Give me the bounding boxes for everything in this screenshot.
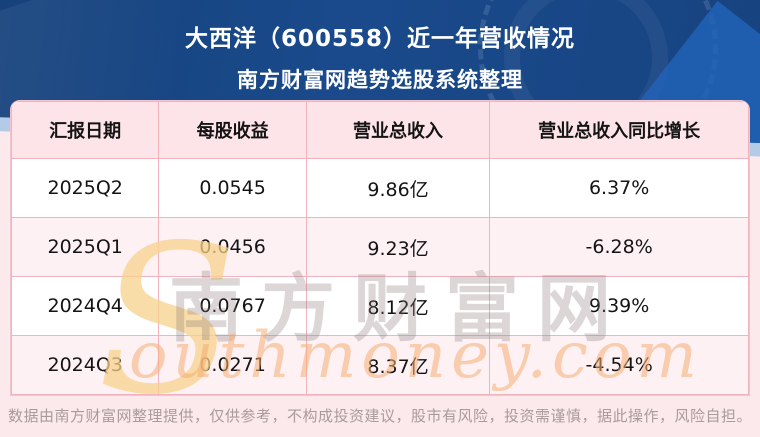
cell-yoy: 9.39%	[489, 276, 749, 336]
table-row: 2024Q3 0.0271 8.37亿 -4.54%	[11, 335, 749, 395]
revenue-table-card: 汇报日期 每股收益 营业总收入 营业总收入同比增长 2025Q2 0.0545 …	[10, 100, 750, 396]
table-header-row: 汇报日期 每股收益 营业总收入 营业总收入同比增长	[11, 101, 749, 159]
cell-yoy: -6.28%	[489, 217, 749, 277]
cell-revenue: 8.37亿	[305, 335, 491, 395]
cell-revenue: 8.12亿	[305, 276, 491, 336]
revenue-table: 汇报日期 每股收益 营业总收入 营业总收入同比增长 2025Q2 0.0545 …	[11, 101, 749, 395]
cell-eps: 0.0545	[158, 158, 307, 218]
cell-period: 2024Q4	[11, 276, 160, 336]
cell-eps: 0.0271	[158, 335, 307, 395]
column-header-yoy-growth: 营业总收入同比增长	[489, 101, 749, 159]
column-header-eps: 每股收益	[158, 101, 307, 159]
cell-period: 2025Q2	[11, 158, 160, 218]
column-header-total-revenue: 营业总收入	[305, 101, 491, 159]
cell-yoy: 6.37%	[489, 158, 749, 218]
cell-period: 2024Q3	[11, 335, 160, 395]
footer-disclaimer: 数据由南方财富网整理提供，仅供参考，不构成投资建议，股市有风险，投资需谨慎，据此…	[7, 406, 752, 425]
page-title: 大西洋（600558）近一年营收情况	[184, 26, 576, 52]
table-row: 2025Q1 0.0456 9.23亿 -6.28%	[11, 217, 749, 277]
cell-yoy: -4.54%	[489, 335, 749, 395]
banner-text: 大西洋（600558）近一年营收情况 南方财富网趋势选股系统整理	[0, 0, 760, 94]
page-subtitle: 南方财富网趋势选股系统整理	[237, 68, 523, 92]
column-header-report-date: 汇报日期	[11, 101, 160, 159]
table-row: 2024Q4 0.0767 8.12亿 9.39%	[11, 276, 749, 336]
table-row: 2025Q2 0.0545 9.86亿 6.37%	[11, 158, 749, 218]
cell-revenue: 9.23亿	[305, 217, 491, 277]
cell-eps: 0.0456	[158, 217, 307, 277]
cell-eps: 0.0767	[158, 276, 307, 336]
cell-revenue: 9.86亿	[305, 158, 491, 218]
cell-period: 2025Q1	[11, 217, 160, 277]
